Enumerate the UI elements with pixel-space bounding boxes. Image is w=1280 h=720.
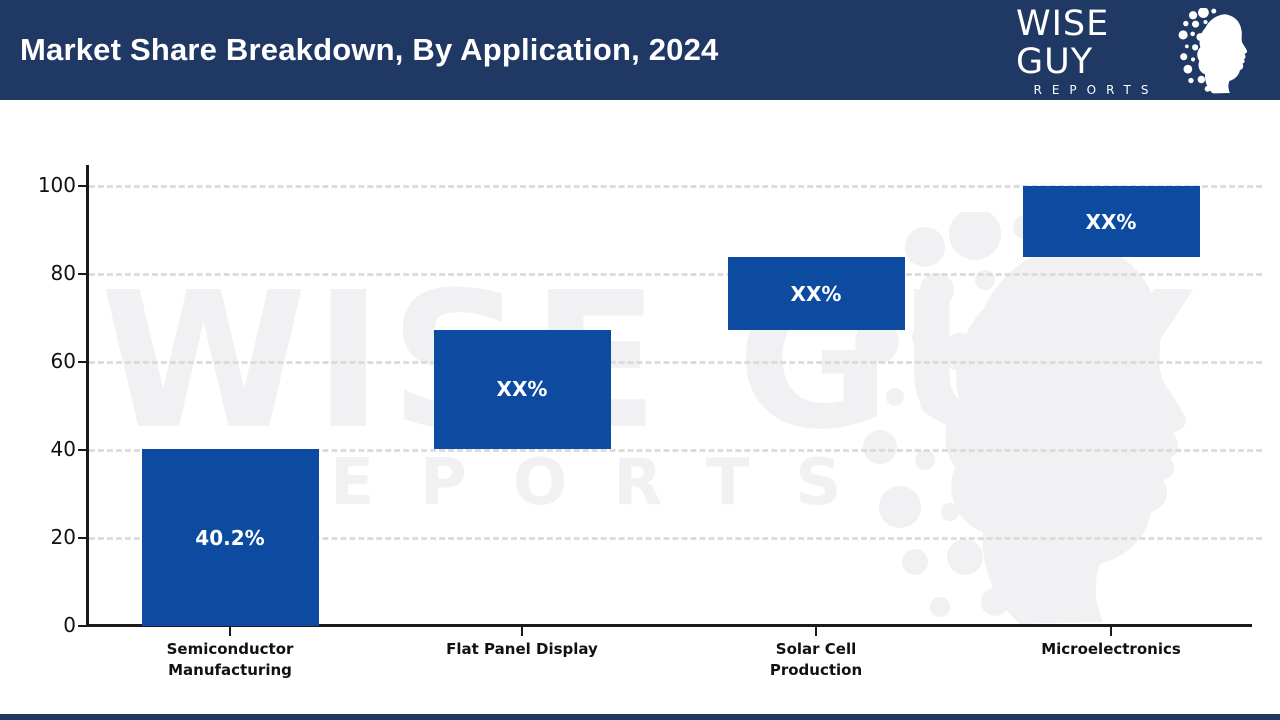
brand-logo-text: WISE GUY REPORTS xyxy=(1016,5,1170,97)
category-label-line: Manufacturing xyxy=(168,661,292,679)
watermark-face-logo xyxy=(855,212,1186,624)
category-label-line: Semiconductor xyxy=(166,640,294,658)
bar-2: XX% xyxy=(727,257,905,330)
x-tick-2 xyxy=(815,627,817,636)
category-label-1: Flat Panel Display xyxy=(372,639,672,660)
y-tick-label-60: 60 xyxy=(50,349,76,373)
category-label-line: Production xyxy=(769,661,863,679)
x-tick-3 xyxy=(1110,627,1112,636)
gridline-80 xyxy=(89,273,1262,276)
y-tick-100 xyxy=(78,185,86,187)
y-tick-80 xyxy=(78,273,86,275)
brand-logo: WISE GUY REPORTS xyxy=(1016,5,1266,97)
y-tick-label-80: 80 xyxy=(50,261,76,285)
gridline-40 xyxy=(89,449,1262,452)
brand-name: WISE GUY xyxy=(1016,4,1110,82)
bar-value-label: XX% xyxy=(496,377,548,402)
y-tick-0 xyxy=(78,625,86,627)
x-tick-1 xyxy=(521,627,523,636)
y-tick-label-20: 20 xyxy=(50,525,76,549)
x-axis-line xyxy=(86,624,1252,627)
x-tick-0 xyxy=(229,627,231,636)
gridline-20 xyxy=(89,537,1262,540)
gridline-100 xyxy=(89,185,1262,188)
header-bar: Market Share Breakdown, By Application, … xyxy=(0,0,1280,100)
brand-subtitle: REPORTS xyxy=(1033,83,1159,97)
brand-face-icon xyxy=(1178,8,1248,94)
bar-1: XX% xyxy=(433,329,611,450)
page-title: Market Share Breakdown, By Application, … xyxy=(20,32,719,67)
bar-value-label: XX% xyxy=(1085,209,1137,234)
y-tick-40 xyxy=(78,449,86,451)
y-tick-20 xyxy=(78,537,86,539)
y-axis-line xyxy=(86,165,89,626)
bar-3: XX% xyxy=(1022,186,1200,258)
category-label-line: Microelectronics xyxy=(1041,640,1181,658)
gridline-60 xyxy=(89,361,1262,364)
bar-value-label: XX% xyxy=(790,281,842,306)
category-label-line: Flat Panel Display xyxy=(446,640,598,658)
category-label-line: Solar Cell xyxy=(775,640,857,658)
y-tick-label-40: 40 xyxy=(50,437,76,461)
category-label-3: Microelectronics xyxy=(961,639,1261,660)
footer-bar xyxy=(0,714,1280,720)
bar-value-label: 40.2% xyxy=(195,525,265,550)
y-tick-label-100: 100 xyxy=(37,173,76,197)
watermark-reports-text: REPORTS xyxy=(235,446,888,520)
y-tick-label-0: 0 xyxy=(63,613,76,637)
category-label-2: Solar Cell Production xyxy=(666,639,966,681)
y-tick-60 xyxy=(78,361,86,363)
category-label-0: Semiconductor Manufacturing xyxy=(80,639,380,681)
bar-0: 40.2% xyxy=(141,449,319,626)
